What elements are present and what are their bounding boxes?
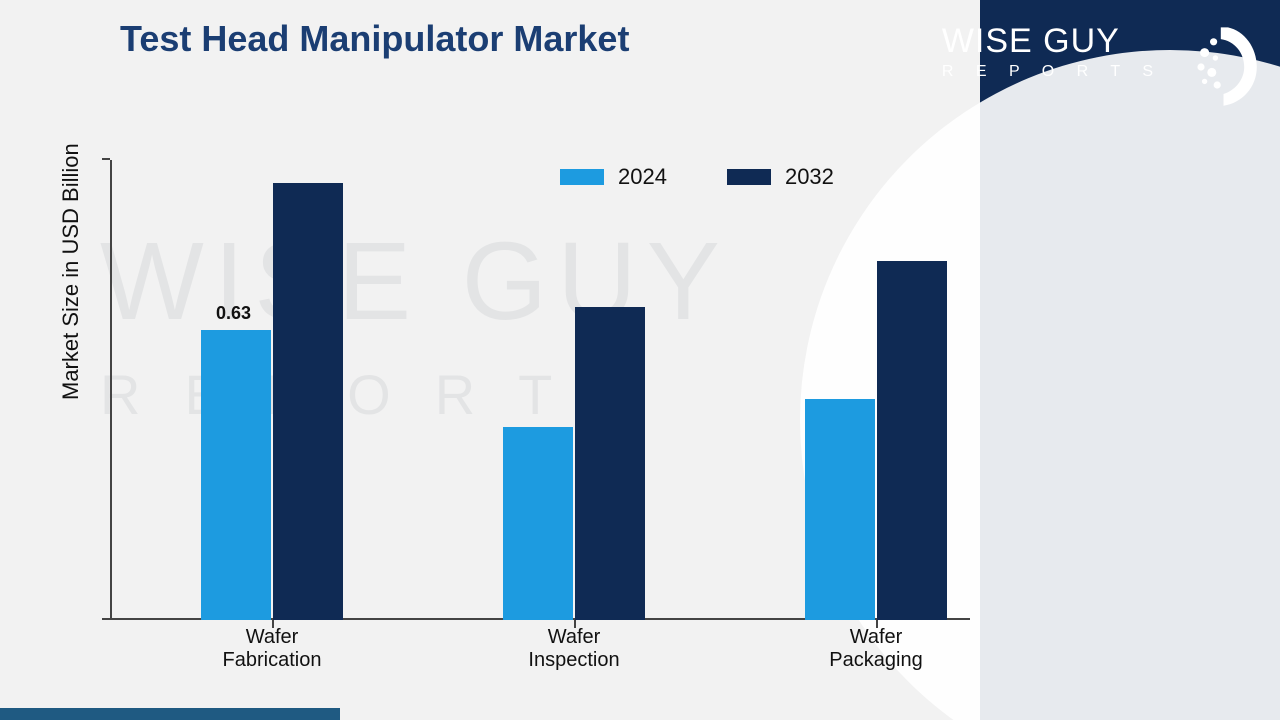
bar-value-label: 0.63 bbox=[216, 303, 251, 324]
plot-area: WaferFabrication0.63WaferInspectionWafer… bbox=[110, 160, 970, 620]
brand-logo-text: WISE GUY R E P O R T S bbox=[942, 22, 1162, 81]
brand-line1: WISE GUY bbox=[942, 22, 1162, 61]
chart-title: Test Head Manipulator Market bbox=[120, 18, 629, 60]
brand-head-icon bbox=[1174, 22, 1264, 112]
footer-accent-bar bbox=[0, 708, 340, 720]
y-axis-label: Market Size in USD Billion bbox=[58, 143, 84, 400]
page: WISE GUY REPORTS Test Head Manipulator M… bbox=[0, 0, 1280, 720]
y-tick bbox=[102, 618, 110, 620]
category-label: WaferPackaging bbox=[796, 626, 956, 672]
y-tick bbox=[102, 158, 110, 160]
bar bbox=[503, 427, 573, 620]
bar bbox=[575, 307, 645, 620]
bar bbox=[877, 261, 947, 620]
category-label: WaferFabrication bbox=[192, 626, 352, 672]
bar bbox=[273, 183, 343, 620]
brand-line2: R E P O R T S bbox=[942, 63, 1162, 81]
bar bbox=[805, 399, 875, 620]
category-label: WaferInspection bbox=[494, 626, 654, 672]
bar bbox=[201, 330, 271, 620]
y-axis bbox=[110, 160, 112, 620]
